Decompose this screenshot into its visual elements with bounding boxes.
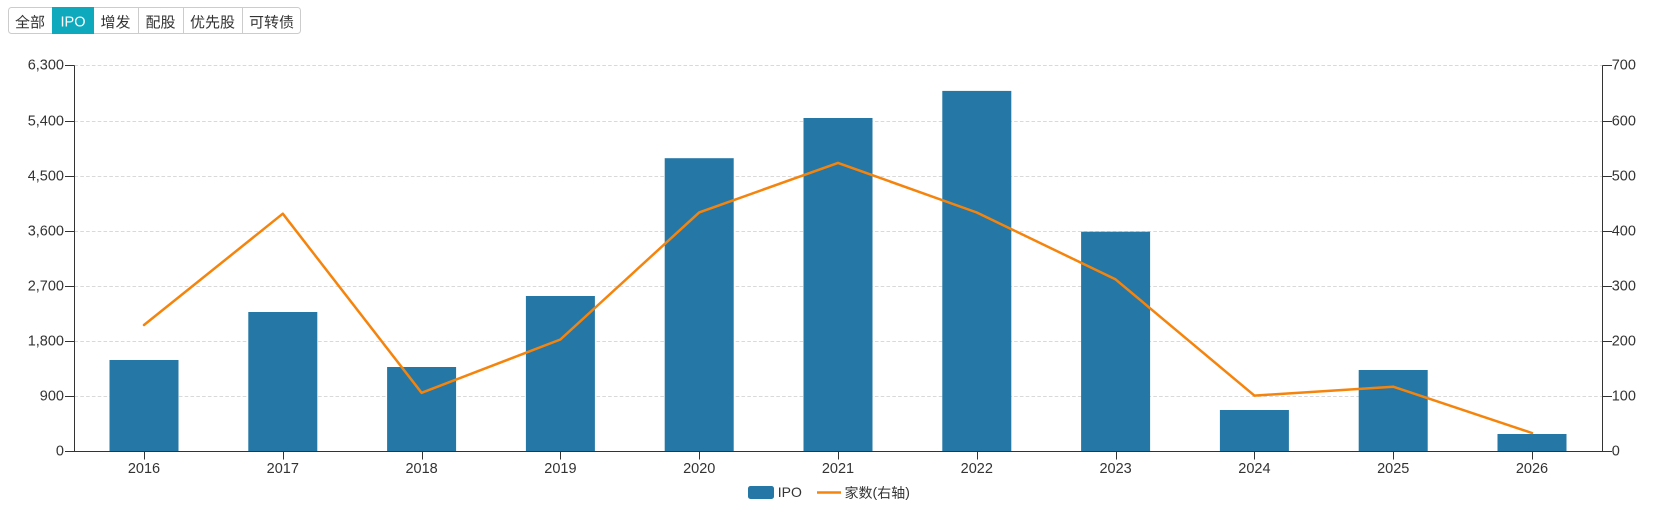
- svg-text:2023: 2023: [1099, 461, 1131, 477]
- svg-text:0: 0: [56, 444, 64, 460]
- svg-text:4,500: 4,500: [28, 169, 64, 185]
- svg-text:6,300: 6,300: [28, 58, 64, 74]
- svg-text:300: 300: [1612, 279, 1636, 295]
- svg-text:100: 100: [1612, 389, 1636, 405]
- svg-text:1,800: 1,800: [28, 334, 64, 350]
- svg-text:2016: 2016: [128, 461, 160, 477]
- svg-text:5,400: 5,400: [28, 114, 64, 130]
- svg-text:900: 900: [40, 389, 64, 405]
- svg-text:2025: 2025: [1377, 461, 1409, 477]
- svg-text:(: (: [873, 484, 878, 500]
- svg-text:2017: 2017: [267, 461, 299, 477]
- svg-text:400: 400: [1612, 224, 1636, 240]
- svg-text:2020: 2020: [683, 461, 715, 477]
- svg-text:3,600: 3,600: [28, 224, 64, 240]
- svg-text:IPO: IPO: [61, 15, 86, 31]
- svg-text:IPO: IPO: [778, 484, 802, 500]
- svg-text:500: 500: [1612, 169, 1636, 185]
- svg-text:2022: 2022: [961, 461, 993, 477]
- svg-text:200: 200: [1612, 334, 1636, 350]
- svg-text:2,700: 2,700: [28, 279, 64, 295]
- svg-text:2019: 2019: [544, 461, 576, 477]
- svg-text:2026: 2026: [1516, 461, 1548, 477]
- svg-text:600: 600: [1612, 114, 1636, 130]
- svg-text:2018: 2018: [405, 461, 437, 477]
- svg-text:): ): [905, 484, 910, 500]
- svg-text:700: 700: [1612, 58, 1636, 74]
- svg-text:2021: 2021: [822, 461, 854, 477]
- svg-text:0: 0: [1612, 444, 1620, 460]
- svg-text:2024: 2024: [1238, 461, 1270, 477]
